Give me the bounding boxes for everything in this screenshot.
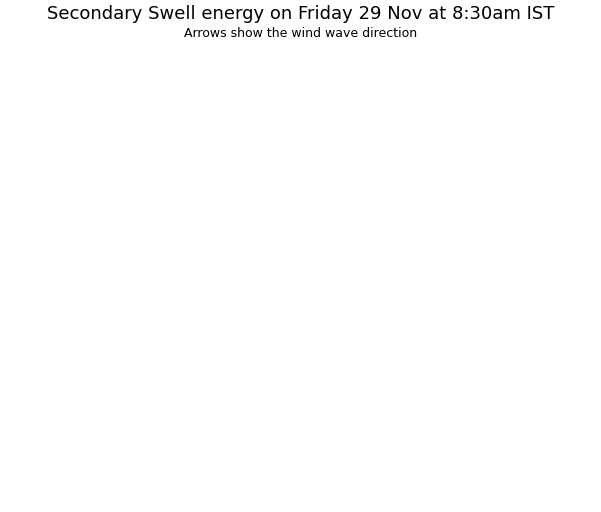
Text: cartopy not available: cartopy not available bbox=[227, 271, 374, 285]
Text: Secondary Swell energy on Friday 29 Nov at 8:30am IST: Secondary Swell energy on Friday 29 Nov … bbox=[47, 5, 554, 23]
Text: Arrows show the wind wave direction: Arrows show the wind wave direction bbox=[184, 28, 417, 40]
